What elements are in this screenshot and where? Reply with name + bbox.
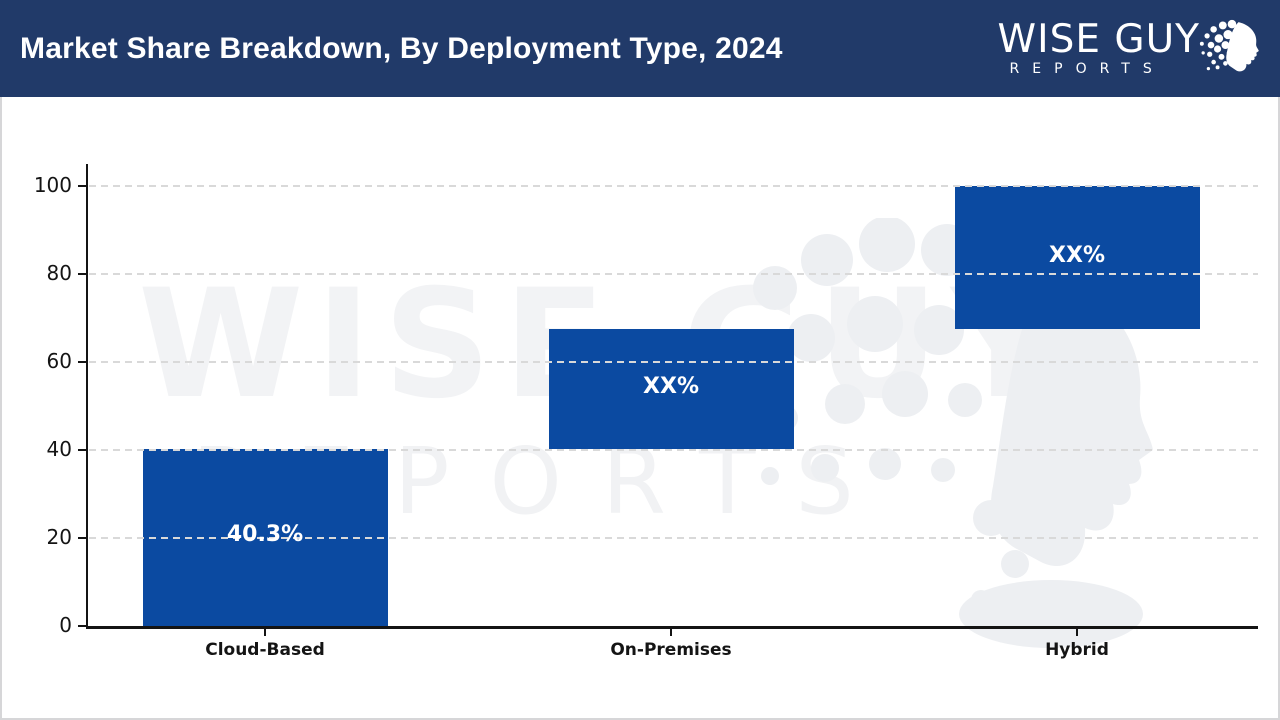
brand-subtitle: REPORTS [1009,60,1165,77]
y-tick-100 [78,185,86,187]
y-tick-label-20: 20 [46,525,72,549]
x-label-on-premises: On-Premises [610,640,732,660]
gridline-20 [89,537,1258,539]
x-tick-hybrid [1076,628,1078,636]
y-tick-label-40: 40 [46,437,72,461]
bar-label-cloud-based: 40.3% [226,522,304,548]
y-tick-80 [78,273,86,275]
bar-label-on-premises: XX% [643,373,699,399]
y-tick-0 [78,625,86,627]
x-tick-on-premises [670,628,672,636]
y-tick-label-80: 80 [46,261,72,285]
bar-hybrid [954,186,1200,329]
x-axis-line [86,626,1258,629]
y-tick-20 [78,537,86,539]
gridline-60 [89,361,1258,363]
gridline-40 [89,449,1258,451]
bar-on-premises [548,329,794,449]
y-tick-label-100: 100 [33,173,72,197]
y-tick-label-60: 60 [46,349,72,373]
x-label-hybrid: Hybrid [1045,640,1109,660]
x-tick-cloud-based [264,628,266,636]
bar-label-hybrid: XX% [1049,242,1105,268]
gridline-100 [89,185,1258,187]
header-bar: Market Share Breakdown, By Deployment Ty… [0,0,1280,97]
brand-face-icon [1199,19,1259,71]
brand-name: WISE GUY [997,17,1200,63]
y-axis-line [86,164,88,629]
gridline-80 [89,273,1258,275]
y-tick-label-0: 0 [59,613,72,637]
brand-logo: WISE GUY REPORTS [998,7,1266,91]
brand-logo-text: WISE GUY REPORTS [998,20,1200,77]
x-label-cloud-based: Cloud-Based [205,640,325,660]
y-tick-60 [78,361,86,363]
page-title: Market Share Breakdown, By Deployment Ty… [20,31,783,65]
y-tick-40 [78,449,86,451]
